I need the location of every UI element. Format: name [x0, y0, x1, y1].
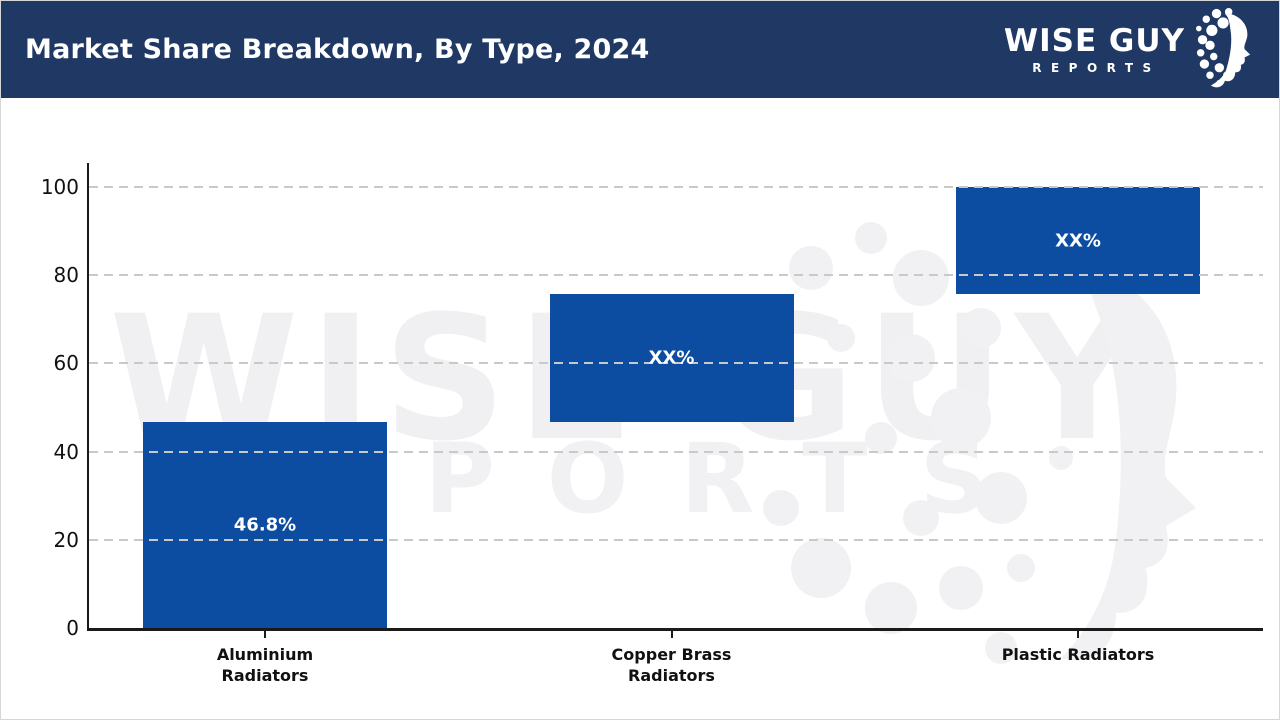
- gridline-60: [89, 362, 1263, 365]
- brand-wordmark: WISE GUY: [1003, 22, 1185, 59]
- gridline-40: [89, 450, 1263, 453]
- x-category-label-line: Plastic Radiators: [1001, 645, 1155, 664]
- face-dots-icon: [1196, 7, 1251, 87]
- x-axis-tick: [264, 631, 266, 638]
- bar-copper-brass-radiators: [549, 294, 794, 422]
- watermark-face-dots-icon: [763, 222, 1196, 664]
- y-axis-line: [87, 163, 89, 631]
- gridline-20: [89, 538, 1263, 541]
- y-axis-tick-label: 60: [53, 351, 79, 376]
- bar-value-label: 46.8%: [233, 514, 297, 536]
- x-axis-tick: [1077, 631, 1079, 638]
- x-category-label-line: Radiators: [628, 666, 715, 685]
- gridline-80: [89, 274, 1263, 277]
- x-axis-tick: [670, 631, 673, 638]
- bar-value-label: XX%: [648, 347, 695, 369]
- y-axis-tick-label: 80: [53, 263, 79, 288]
- brand-wordmark-block: WISE GUY REPORTS: [1003, 22, 1185, 75]
- brand-subtext: REPORTS: [1032, 60, 1161, 75]
- bar-value-label: XX%: [1055, 230, 1101, 252]
- x-axis-line: [87, 628, 1263, 631]
- header: Market Share Breakdown, By Type, 2024 WI…: [1, 1, 1279, 98]
- bar-aluminium-radiators: [143, 421, 387, 628]
- x-category-label-line: Aluminium: [216, 645, 314, 664]
- x-category-label: Plastic Radiators: [948, 644, 1208, 665]
- gridline-100: [89, 186, 1263, 188]
- x-category-label-line: Copper Brass: [611, 645, 732, 664]
- bar-plastic-radiators: [956, 187, 1200, 295]
- y-axis-tick-label: 0: [66, 616, 79, 640]
- x-category-label-line: Radiators: [221, 666, 309, 685]
- y-axis-tick-label: 40: [53, 439, 79, 464]
- page-title: Market Share Breakdown, By Type, 2024: [25, 34, 650, 65]
- y-axis-tick-label: 100: [40, 175, 79, 199]
- brand-logo: WISE GUY REPORTS: [1003, 7, 1257, 92]
- x-category-label: Copper Brass Radiators: [542, 644, 802, 686]
- y-axis-tick-label: 20: [53, 527, 79, 552]
- x-category-label: Aluminium Radiators: [135, 644, 395, 686]
- chart-area: WISE GUY REPORTS 46.8% XX% XX% 0 20 40 60 80 100…: [1, 98, 1279, 719]
